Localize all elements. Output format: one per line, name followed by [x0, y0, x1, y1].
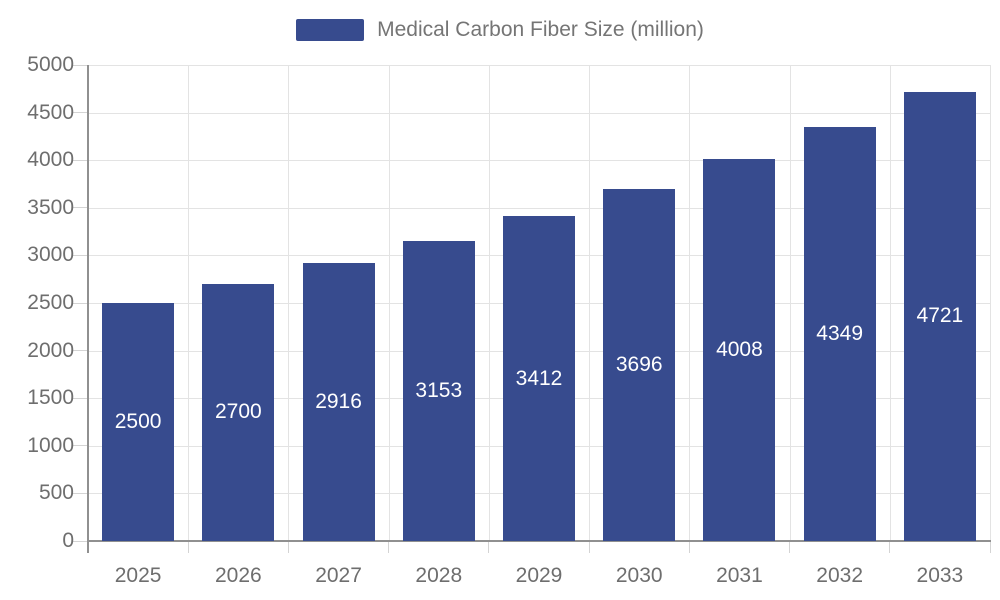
bar-value-label: 3412: [515, 366, 563, 390]
y-gridline: [88, 65, 990, 66]
y-axis-tick-label: 4000: [27, 148, 74, 172]
y-axis-line: [87, 65, 89, 553]
plot-area: 0 500 1000 1500 2000 2500 3000 3500 4000 4500 5000…: [27, 53, 991, 587]
y-axis-tick-label: 2000: [27, 338, 74, 362]
x-gridline: [488, 65, 490, 541]
x-axis-tick: [388, 541, 390, 553]
x-gridline: [789, 65, 791, 541]
y-axis-tick-label: 1500: [27, 386, 74, 410]
bar[interactable]: 2500: [102, 303, 175, 541]
x-axis-tick: [989, 541, 991, 553]
x-gridline: [188, 65, 190, 541]
bar-value-label: 2500: [114, 410, 162, 433]
y-axis-tick-label: 1000: [27, 433, 74, 457]
y-axis-tick: [72, 112, 88, 114]
x-axis-tick: [789, 541, 791, 553]
bar[interactable]: 4349: [803, 126, 876, 541]
legend[interactable]: Medical Carbon Fiber Size (million): [0, 18, 1000, 42]
bar[interactable]: 2916: [302, 263, 375, 541]
y-gridline: [88, 160, 990, 162]
bar[interactable]: 3153: [402, 240, 475, 541]
x-gridline: [889, 65, 891, 541]
y-axis-tick: [72, 302, 88, 304]
x-gridline: [388, 65, 390, 541]
y-axis-tick: [72, 397, 88, 399]
y-axis-tick-label: 4500: [27, 100, 74, 124]
x-axis-tick-label: 2026: [214, 564, 262, 587]
y-axis-tick: [72, 540, 88, 542]
y-axis-tick: [72, 254, 88, 256]
x-axis-tick-label: 2031: [716, 564, 763, 587]
bar[interactable]: 2700: [202, 283, 275, 541]
y-gridline: [88, 207, 990, 209]
y-axis-tick-label: 2500: [27, 291, 74, 314]
y-axis-tick-label: 3500: [27, 195, 74, 219]
x-axis-tick-label: 2028: [415, 564, 463, 587]
x-gridline: [689, 65, 691, 541]
y-axis-tick: [72, 159, 88, 161]
y-axis-tick: [72, 64, 88, 66]
x-gridline: [990, 65, 991, 541]
x-axis-line: [87, 540, 991, 542]
y-axis-tick-label: 0: [62, 529, 74, 552]
y-axis-tick: [72, 350, 88, 352]
bar-value-label: 2916: [315, 390, 362, 414]
legend-swatch[interactable]: [296, 19, 365, 41]
x-axis-tick: [287, 541, 289, 553]
x-axis-tick: [889, 541, 891, 553]
x-axis-tick-label: 2025: [114, 564, 162, 587]
bar[interactable]: 3696: [603, 189, 676, 541]
bar-value-label: 3153: [415, 378, 463, 402]
bar-value-label: 4349: [816, 321, 864, 345]
y-axis-tick-label: 500: [38, 481, 74, 505]
x-axis-tick: [187, 541, 189, 553]
legend-label[interactable]: Medical Carbon Fiber Size (million): [377, 18, 704, 41]
x-gridline: [589, 65, 591, 541]
y-axis-tick: [72, 445, 88, 447]
x-axis-tick-label: 2032: [816, 564, 864, 587]
x-axis-tick: [588, 541, 590, 553]
x-axis-tick: [488, 541, 490, 553]
bar[interactable]: 4721: [903, 91, 976, 541]
bar-value-label: 3696: [615, 353, 663, 377]
x-gridline: [288, 65, 290, 541]
y-axis-tick: [72, 492, 88, 494]
y-axis-tick-label: 3000: [27, 243, 74, 267]
x-axis-tick-label: 2027: [315, 564, 362, 587]
y-gridline: [88, 112, 990, 114]
y-axis-tick: [72, 207, 88, 209]
bar-value-label: 2700: [214, 400, 262, 424]
x-axis-tick-label: 2030: [615, 564, 663, 587]
bar[interactable]: 3412: [503, 216, 575, 541]
bar-value-label: 4008: [716, 338, 763, 362]
bar-value-label: 4721: [916, 304, 964, 328]
y-axis-tick-label: 5000: [27, 53, 74, 76]
bar[interactable]: 4008: [703, 159, 776, 541]
x-axis-tick-label: 2033: [916, 564, 964, 587]
x-axis-tick-label: 2029: [515, 564, 563, 587]
x-axis-tick: [688, 541, 690, 553]
